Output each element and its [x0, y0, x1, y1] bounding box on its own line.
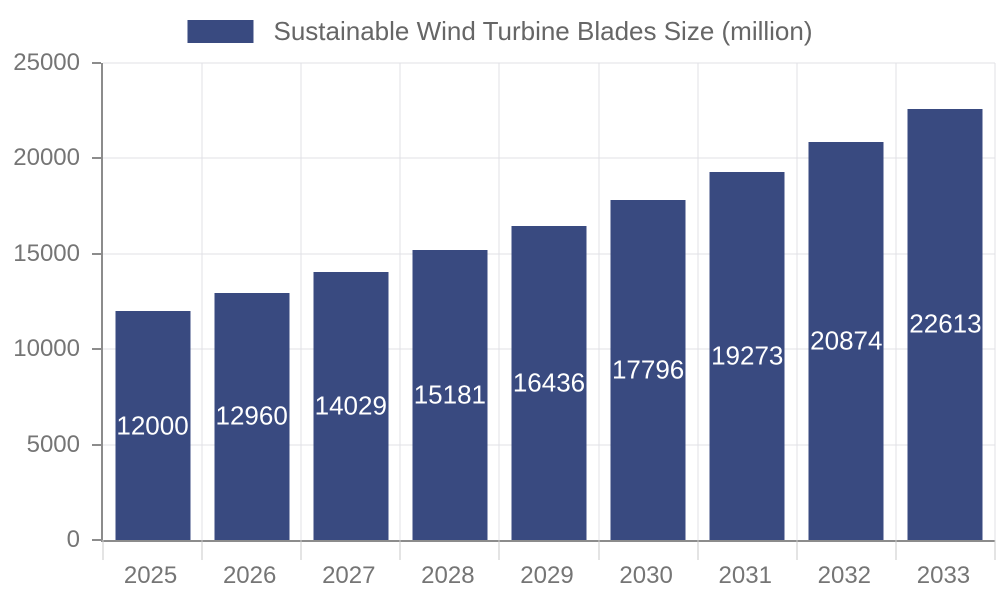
h-gridline: [103, 157, 995, 159]
bar-2027[interactable]: 14029: [313, 272, 389, 540]
bar-2030[interactable]: 17796: [610, 200, 686, 540]
bar-value-label: 12000: [116, 410, 189, 441]
x-axis-tick: [201, 540, 203, 560]
x-axis-label: 2027: [322, 562, 376, 589]
bar-2031[interactable]: 19273: [709, 172, 785, 540]
x-axis-label: 2033: [916, 562, 971, 589]
x-axis-tick: [498, 540, 500, 560]
y-axis-label: 10000: [13, 335, 80, 363]
y-axis-tick: [92, 157, 101, 160]
plot-area: 12000 12960 14029 15181 16436 17796 19273 20874…: [92, 62, 996, 560]
x-axis-tick: [102, 540, 104, 560]
y-axis-labels: 0 5000 10000 15000 20000 25000: [0, 51, 80, 552]
x-axis-tick: [994, 540, 996, 560]
x-axis-tick: [895, 540, 897, 560]
x-axis-tick: [697, 540, 699, 560]
y-axis-label: 5000: [26, 430, 80, 458]
x-axis-tick: [796, 540, 798, 560]
v-gridline: [697, 63, 699, 540]
x-axis-label: 2026: [222, 562, 277, 589]
v-gridline: [895, 63, 897, 540]
v-gridline: [994, 63, 996, 540]
bar-2028[interactable]: 15181: [412, 250, 488, 540]
x-axis-label: 2032: [817, 562, 872, 589]
y-axis-tick: [92, 443, 101, 446]
bar-value-label: 22613: [909, 308, 982, 339]
x-axis-label: 2030: [619, 562, 673, 589]
v-gridline: [201, 63, 203, 540]
bar-value-label: 17796: [611, 354, 685, 385]
y-axis-label: 0: [66, 526, 80, 553]
bar-value-label: 14029: [314, 390, 387, 421]
bar-2033[interactable]: 22613: [907, 108, 983, 540]
bar-value-label: 15181: [413, 379, 487, 410]
y-axis-label: 15000: [13, 239, 80, 267]
v-gridline: [796, 63, 798, 540]
x-axis-labels: 2025 2026 2027 2028 2029 2030 2031 2032 2033: [101, 557, 993, 593]
bar-value-label: 12960: [215, 400, 288, 431]
bar-value-label: 19273: [711, 340, 784, 371]
bar-2029[interactable]: 16436: [511, 226, 587, 540]
x-axis-tick: [598, 540, 600, 560]
y-axis-tick: [92, 348, 101, 351]
y-axis-label: 20000: [13, 144, 80, 172]
bar-2025[interactable]: 12000: [115, 311, 191, 540]
bar-value-label: 20874: [810, 325, 883, 356]
x-axis-tick: [300, 540, 302, 560]
v-gridline: [300, 63, 302, 540]
v-gridline: [399, 63, 401, 540]
v-gridline: [598, 63, 600, 540]
x-axis-label: 2029: [520, 562, 574, 589]
bar-2026[interactable]: 12960: [214, 292, 290, 540]
v-gridline: [498, 63, 500, 540]
x-axis-label: 2031: [718, 562, 772, 589]
bar-2032[interactable]: 20874: [808, 141, 884, 540]
bar-value-label: 16436: [512, 367, 586, 398]
y-axis-tick: [92, 252, 101, 255]
y-axis-tick: [92, 62, 101, 64]
x-axis-label: 2025: [123, 562, 178, 589]
legend-label: Sustainable Wind Turbine Blades Size (mi…: [273, 16, 813, 46]
x-axis-tick: [399, 540, 401, 560]
chart-legend[interactable]: Sustainable Wind Turbine Blades Size (mi…: [187, 16, 813, 47]
y-axis-label: 25000: [13, 49, 80, 76]
x-axis-label: 2028: [421, 562, 475, 589]
h-gridline: [103, 62, 995, 64]
y-axis-tick: [92, 539, 101, 541]
legend-swatch-icon: [187, 20, 254, 43]
